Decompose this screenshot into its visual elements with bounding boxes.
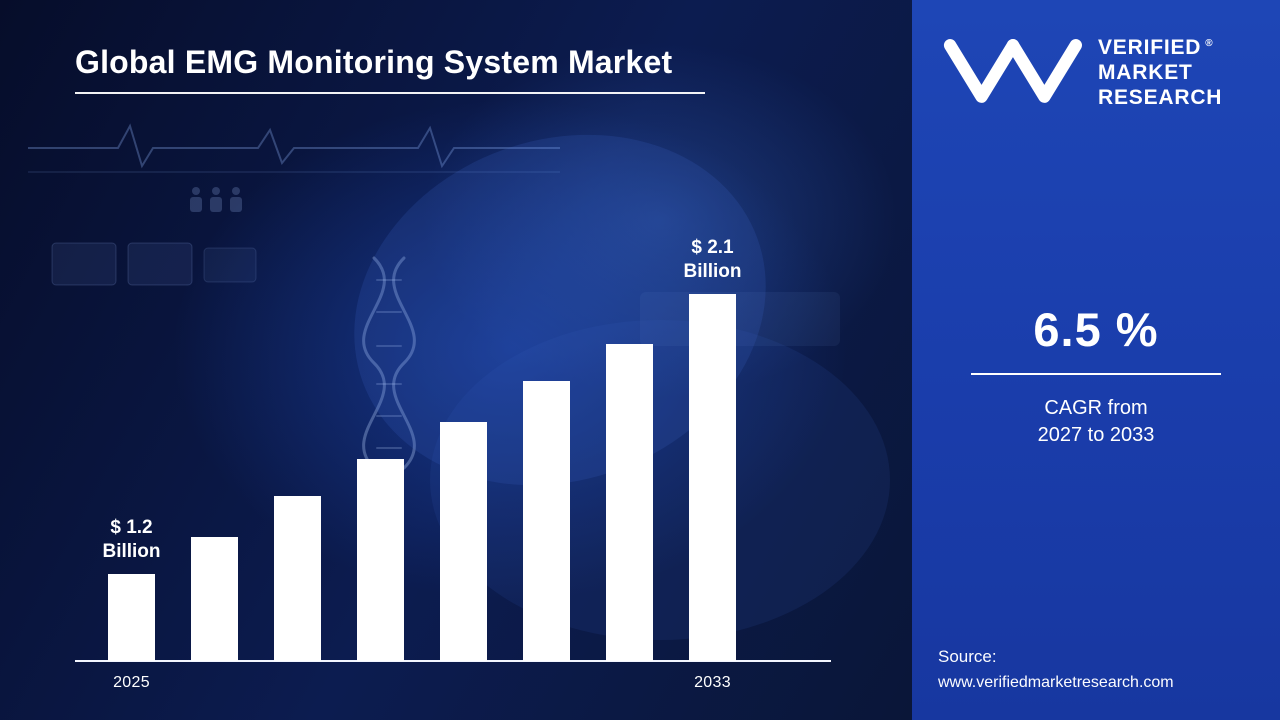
bar-3 xyxy=(357,459,404,661)
cagr-caption-line-1: CAGR from xyxy=(1044,397,1148,419)
bar-2 xyxy=(274,496,321,661)
bar-1 xyxy=(191,537,238,661)
cagr-caption-line-2: 2027 to 2033 xyxy=(1037,424,1155,446)
logo-line-2: MARKET xyxy=(1098,60,1193,84)
cagr-value: 6.5 % xyxy=(1033,303,1159,356)
stat-divider xyxy=(971,373,1221,375)
bar-4 xyxy=(440,422,487,661)
bar-value-label-0: $ 1.2 Billion xyxy=(102,517,161,562)
x-tick-2025: 2025 xyxy=(113,674,150,691)
bar-6 xyxy=(606,344,653,661)
source-label: Source: xyxy=(938,647,997,666)
bar-7 xyxy=(689,294,736,661)
registered-mark: ® xyxy=(1205,37,1214,49)
cagr-stat: 6.5 % CAGR from 2027 to 2033 xyxy=(912,302,1280,449)
vmr-logo: VERIFIED ® MARKET RESEARCH xyxy=(938,30,1222,110)
chart-panel: Global EMG Monitoring System Market 2025… xyxy=(28,40,900,691)
bar-value-label-7: $ 2.1 Billion xyxy=(683,237,742,282)
source-url: www.verifiedmarketresearch.com xyxy=(938,674,1174,691)
x-tick-2033: 2033 xyxy=(694,674,731,691)
title-underline xyxy=(75,92,705,94)
info-panel: VERIFIED ® MARKET RESEARCH 6.5 % CAGR fro… xyxy=(912,0,1280,720)
x-axis-line xyxy=(75,660,831,662)
vm-monogram-icon xyxy=(943,39,1082,103)
logo-line-3: RESEARCH xyxy=(1098,85,1223,109)
cagr-caption: CAGR from 2027 to 2033 xyxy=(912,395,1280,449)
logo-wordmark: VERIFIED ® MARKET RESEARCH xyxy=(1098,31,1222,110)
logo-line-1: VERIFIED xyxy=(1098,35,1202,59)
page-title: Global EMG Monitoring System Market xyxy=(75,44,673,80)
source-block: Source: www.verifiedmarketresearch.com xyxy=(938,644,1174,696)
bar-chart: 2025 2033 $ 1.2 Billion $ 2.1 Billion xyxy=(75,237,831,691)
bar-0 xyxy=(108,574,155,661)
bar-5 xyxy=(523,381,570,661)
